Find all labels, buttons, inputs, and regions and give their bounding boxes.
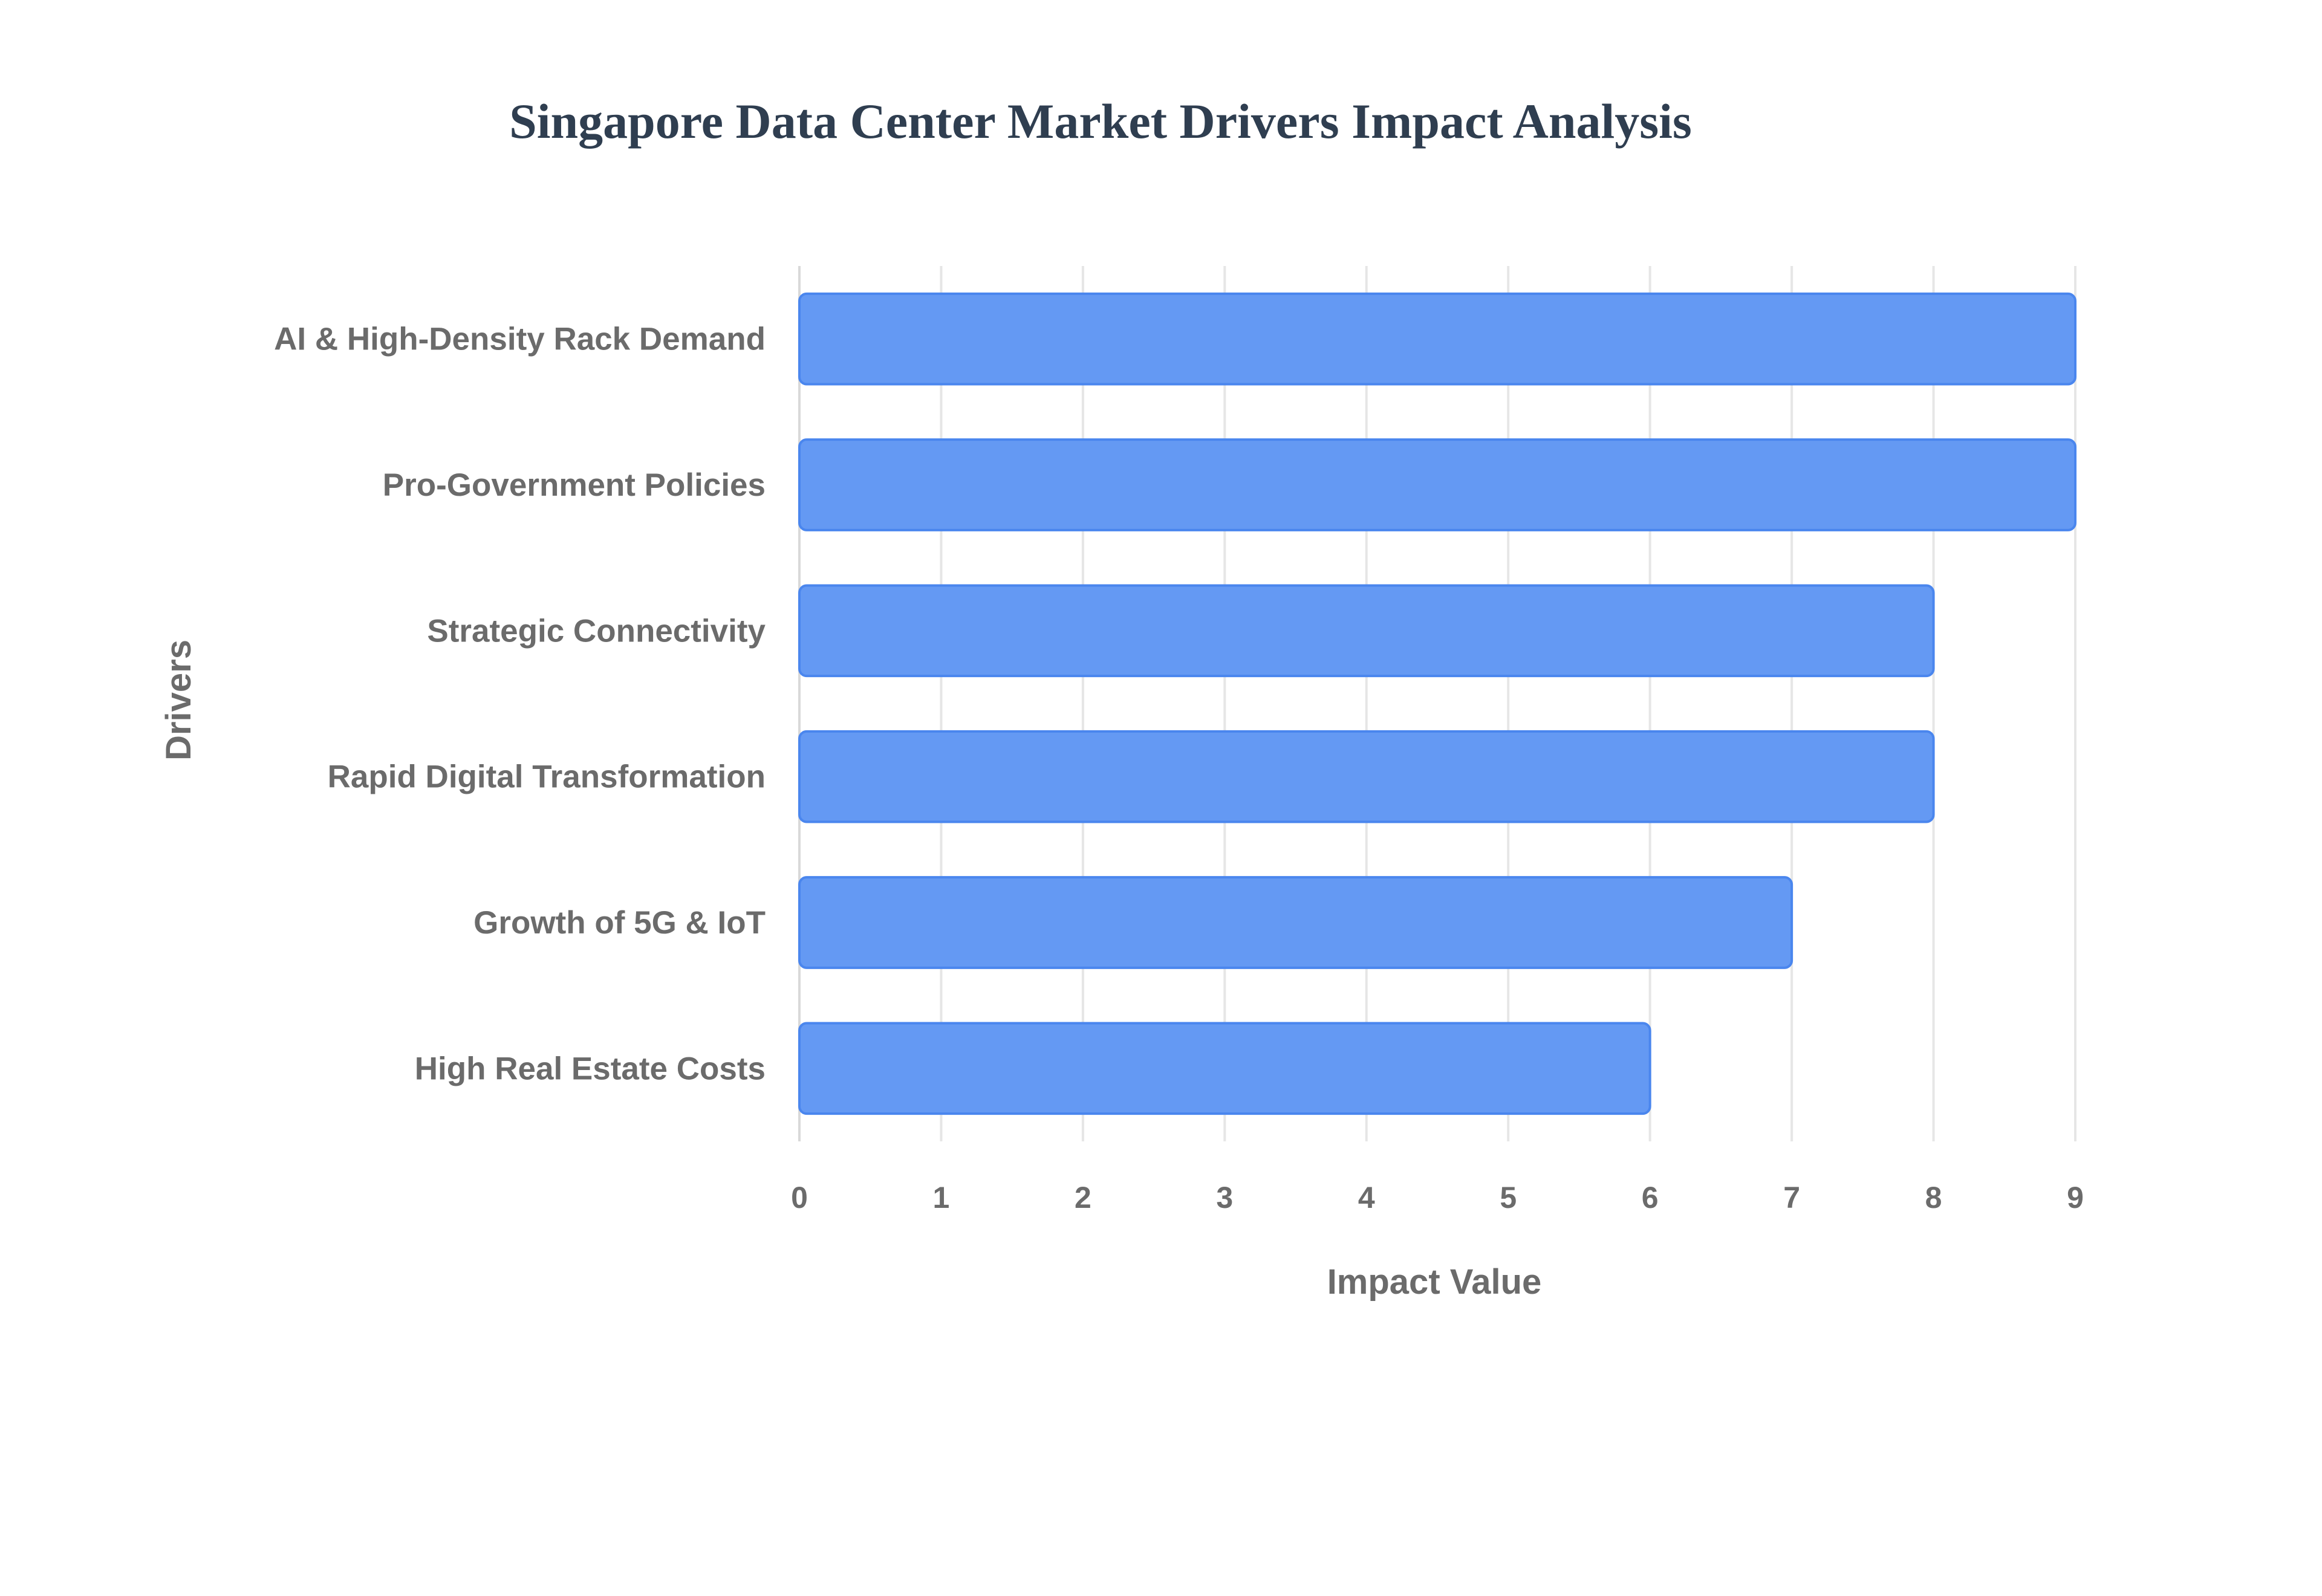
bar-2 <box>798 438 2076 531</box>
bars <box>798 292 2076 1115</box>
x-tick-label: 2 <box>1075 1181 1091 1215</box>
x-tick-label: 3 <box>1216 1181 1233 1215</box>
x-tick-label: 5 <box>1500 1181 1517 1215</box>
y-category-label: Growth of 5G & IoT <box>473 905 766 941</box>
x-tick-label: 1 <box>933 1181 950 1215</box>
x-tick-label: 7 <box>1783 1181 1800 1215</box>
y-category-label: Strategic Connectivity <box>427 613 766 649</box>
bar-4 <box>798 730 1935 823</box>
bar-5 <box>798 876 1794 969</box>
x-axis: 0 1 2 3 4 5 6 7 8 9 <box>791 1181 2084 1215</box>
y-category-label: High Real Estate Costs <box>415 1051 766 1086</box>
y-category-label: Pro-Government Policies <box>383 467 766 503</box>
bar-1 <box>798 292 2076 386</box>
chart-title: Singapore Data Center Market Drivers Imp… <box>509 94 1692 149</box>
x-tick-label: 4 <box>1358 1181 1375 1215</box>
x-tick-label: 6 <box>1642 1181 1659 1215</box>
x-tick-label: 9 <box>2067 1181 2084 1215</box>
gridlines <box>798 266 2076 1141</box>
y-category-label: Rapid Digital Transformation <box>328 759 766 795</box>
x-tick-label: 8 <box>1925 1181 1942 1215</box>
category-labels: AI & High-Density Rack Demand Pro-Governm… <box>274 322 766 1087</box>
bar-3 <box>798 584 1935 678</box>
bar-6 <box>798 1022 1651 1115</box>
y-axis-title: Drivers <box>159 640 198 761</box>
x-tick-label: 0 <box>791 1181 808 1215</box>
y-category-label: AI & High-Density Rack Demand <box>274 322 766 357</box>
x-axis-title: Impact Value <box>1327 1262 1542 1302</box>
